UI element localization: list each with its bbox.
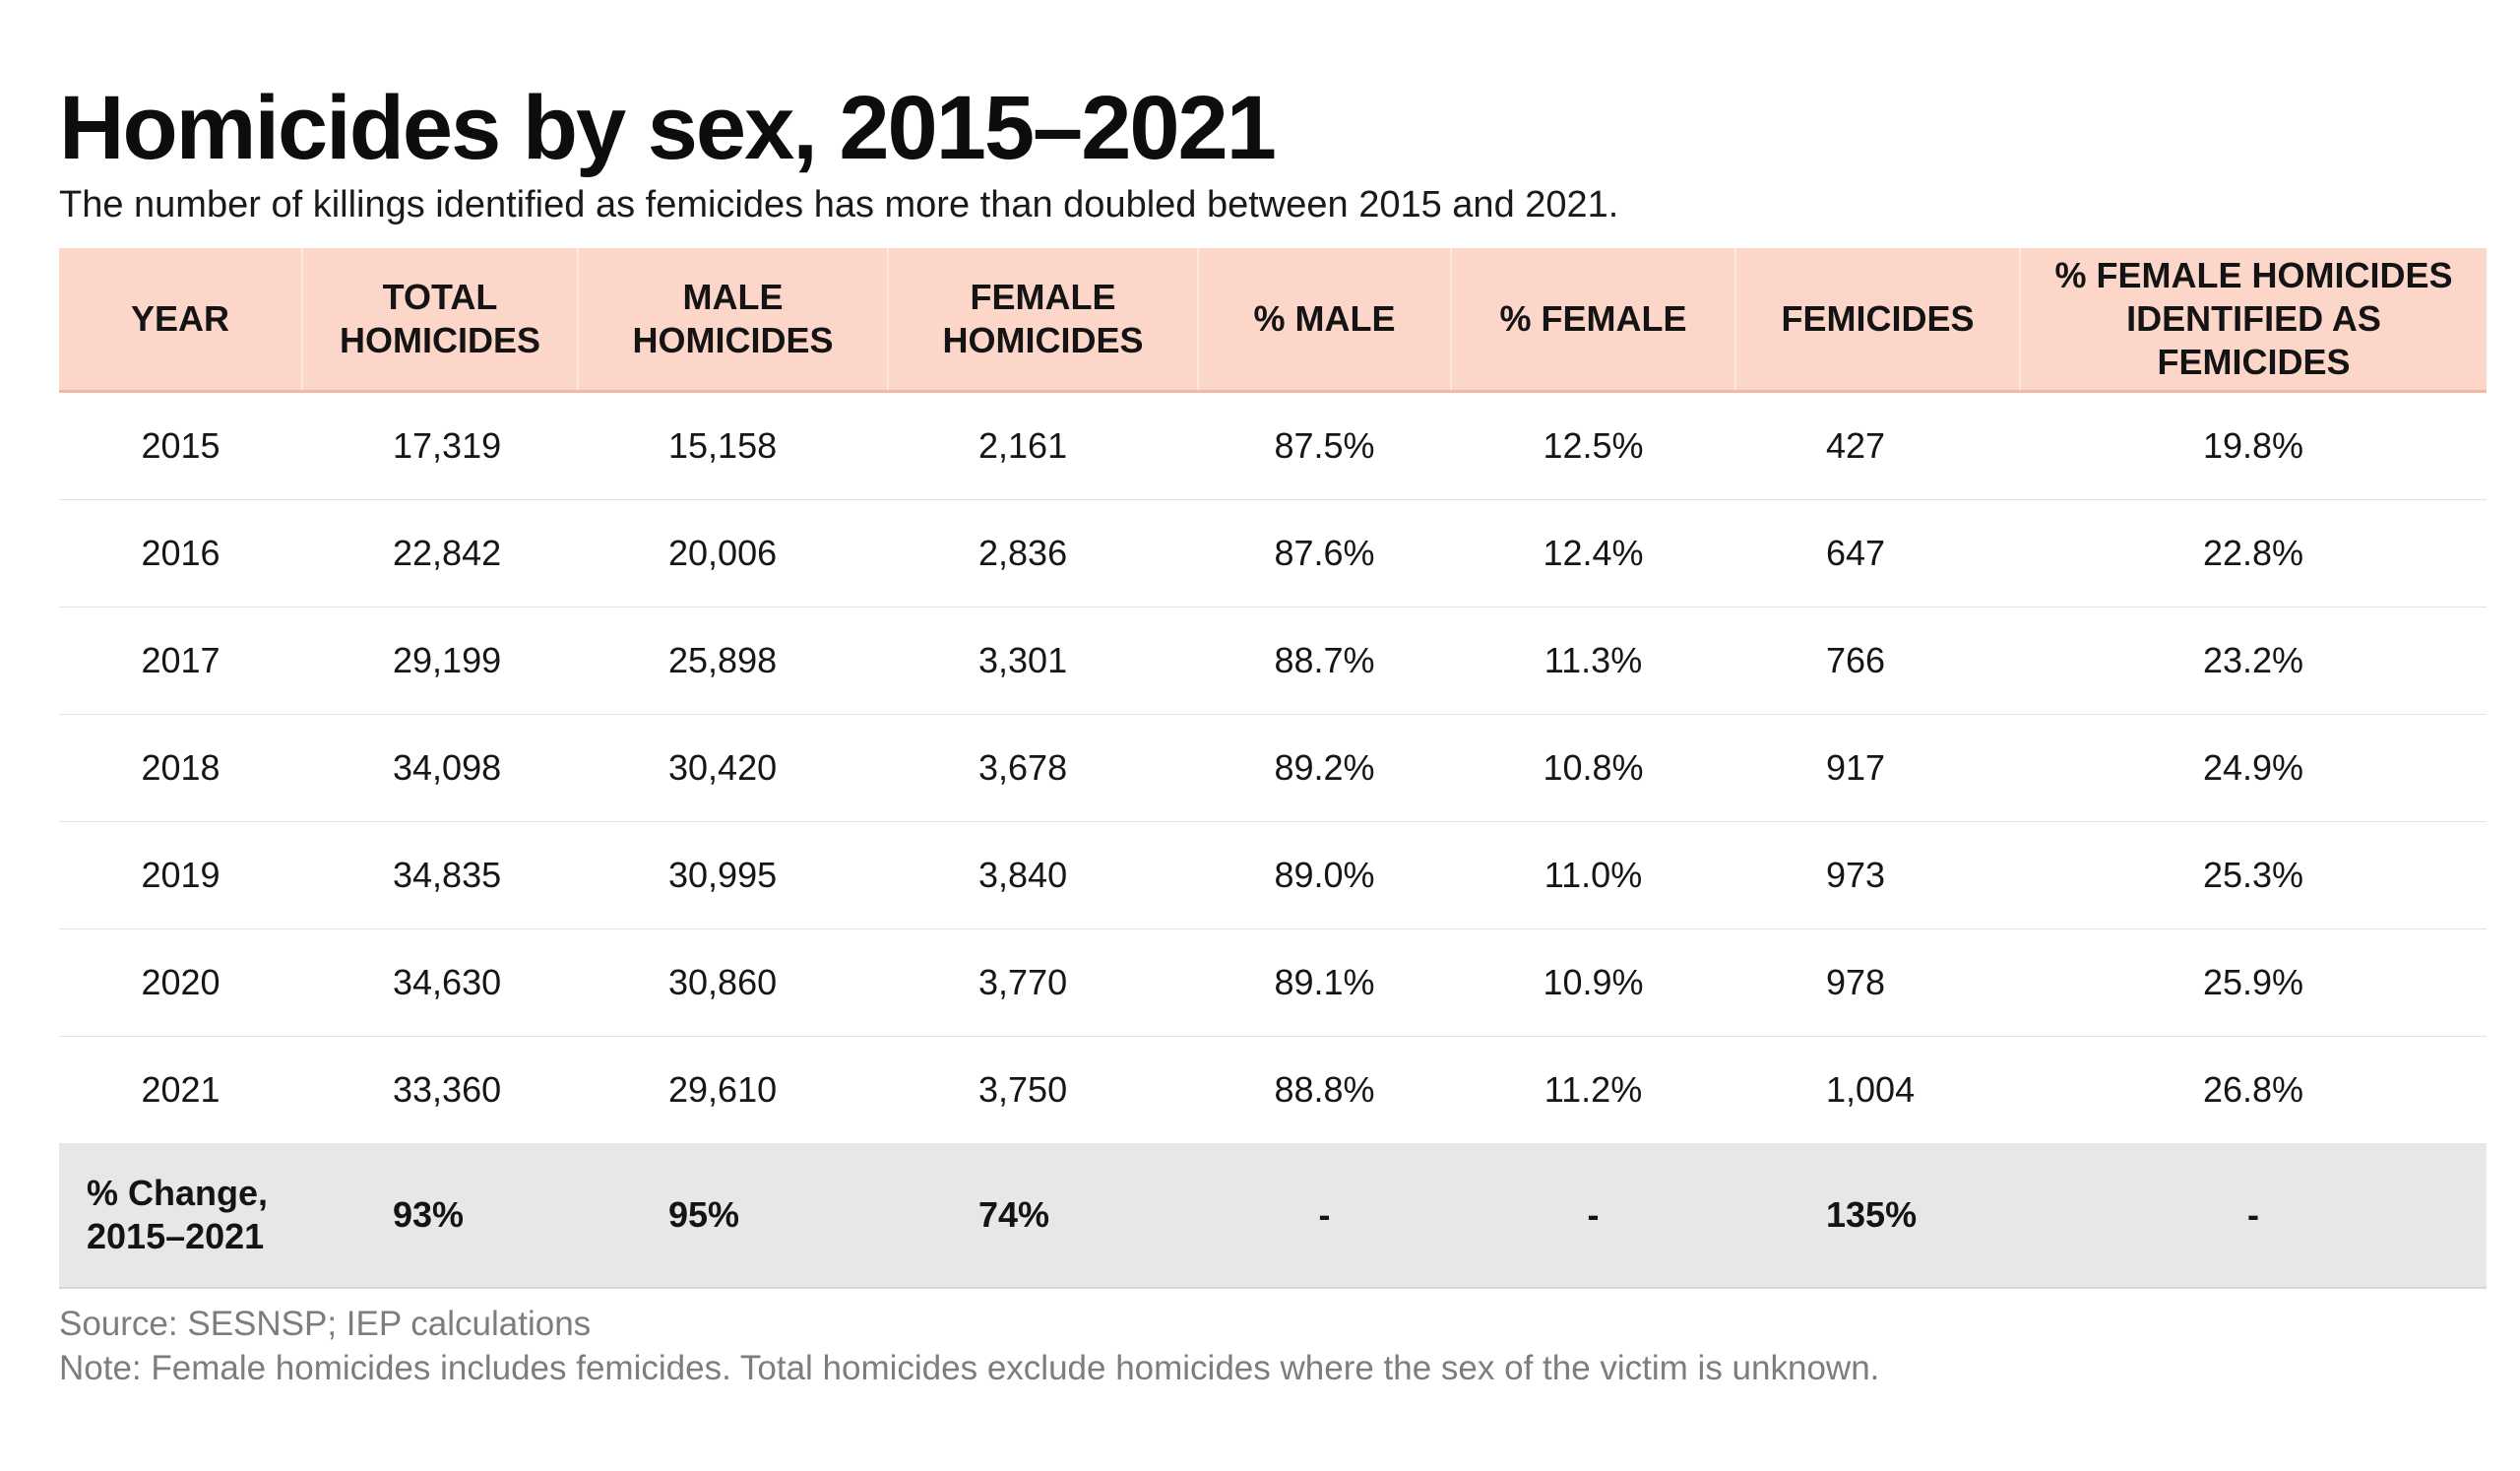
cell-year: 2015 (59, 391, 302, 500)
cell-femicides: 1,004 (1826, 1069, 1916, 1110)
cell-pct-male: 88.7% (1198, 607, 1451, 715)
cell-pct-male: 88.8% (1274, 1069, 1375, 1110)
table-row: 2019 34,835 30,995 3,840 89.0% 11.0% 973… (59, 821, 2487, 929)
cell-pct-male: 89.0% (1198, 821, 1451, 929)
cell-year: 2018 (59, 714, 302, 822)
table-row: 2021 33,360 29,610 3,750 88.8% 11.2% 1,0… (59, 1037, 2487, 1144)
table-body: 2015 17,319 15,158 2,161 87.5% 12.5% 427… (59, 391, 2487, 1144)
table-row: 2016 22,842 20,006 2,836 87.6% 12.4% 647… (59, 499, 2487, 608)
summary-section: % Change, 2015–2021 93% 95% 74% - - 135% … (59, 1143, 2487, 1289)
summary-male-homicides: 95% (578, 1143, 888, 1289)
summary-pct-identified: - (2020, 1143, 2487, 1289)
cell-pct-female: 11.0% (1451, 821, 1735, 929)
summary-row: % Change, 2015–2021 93% 95% 74% - - 135% … (59, 1143, 2487, 1289)
cell-pct-identified: 25.9% (2020, 928, 2487, 1037)
header-pct-female: % FEMALE (1451, 248, 1736, 393)
cell-year: 2021 (141, 1069, 220, 1110)
methodology-note: Note: Female homicides includes femicide… (59, 1349, 1880, 1387)
cell-pct-female: 12.5% (1451, 391, 1735, 500)
source-note: Source: SESNSP; IEP calculations (59, 1305, 592, 1343)
cell-total-homicides: 17,319 (302, 391, 578, 500)
header-row: YEAR TOTAL HOMICIDES MALE HOMICIDES FEMALE… (59, 248, 2487, 393)
cell-year: 2020 (59, 928, 302, 1037)
cell-pct-male: 89.1% (1198, 928, 1451, 1037)
cell-total-homicides: 33,360 (393, 1069, 502, 1110)
cell-femicides: 766 (1735, 607, 2020, 715)
cell-total-homicides: 29,199 (302, 607, 578, 715)
table-row: 2020 34,630 30,860 3,770 89.1% 10.9% 978… (59, 928, 2487, 1037)
cell-pct-male: 87.5% (1198, 391, 1451, 500)
cell-male-homicides: 30,420 (578, 714, 888, 822)
cell-male-homicides: 15,158 (578, 391, 888, 500)
cell-total-homicides: 22,842 (302, 499, 578, 608)
cell-pct-identified: 23.2% (2020, 607, 2487, 715)
cell-pct-female: 10.9% (1451, 928, 1735, 1037)
homicides-table-container: YEAR TOTAL HOMICIDES MALE HOMICIDES FEMALE… (59, 248, 2487, 1289)
cell-femicides: 917 (1735, 714, 2020, 822)
cell-female-homicides: 2,836 (888, 499, 1198, 608)
cell-total-homicides: 34,630 (302, 928, 578, 1037)
cell-female-homicides: 2,161 (888, 391, 1198, 500)
homicides-table: YEAR TOTAL HOMICIDES MALE HOMICIDES FEMALE… (59, 248, 2487, 1289)
table-row: 2015 17,319 15,158 2,161 87.5% 12.5% 427… (59, 391, 2487, 500)
table-header: YEAR TOTAL HOMICIDES MALE HOMICIDES FEMALE… (59, 248, 2487, 393)
summary-female-homicides: 74% (888, 1143, 1198, 1289)
cell-year: 2016 (59, 499, 302, 608)
cell-pct-identified: 25.3% (2020, 821, 2487, 929)
cell-total-homicides: 34,835 (302, 821, 578, 929)
cell-total-homicides: 34,098 (302, 714, 578, 822)
cell-pct-male: 87.6% (1198, 499, 1451, 608)
cell-pct-female: 10.8% (1451, 714, 1735, 822)
header-female-homicides: FEMALE HOMICIDES (888, 248, 1199, 393)
footnotes: Source: SESNSP; IEP calculations Note: F… (59, 1302, 1879, 1390)
cell-female-homicides: 3,301 (888, 607, 1198, 715)
cell-female-homicides: 3,770 (888, 928, 1198, 1037)
cell-pct-identified: 24.9% (2020, 714, 2487, 822)
summary-pct-female: - (1451, 1143, 1735, 1289)
table-row: 2018 34,098 30,420 3,678 89.2% 10.8% 917… (59, 714, 2487, 822)
cell-male-homicides: 30,860 (578, 928, 888, 1037)
summary-pct-male: - (1198, 1143, 1451, 1289)
header-femicides: FEMICIDES (1735, 248, 2021, 393)
cell-femicides: 973 (1735, 821, 2020, 929)
chart-title: Homicides by sex, 2015–2021 (59, 78, 1277, 178)
cell-male-homicides: 20,006 (578, 499, 888, 608)
cell-male-homicides: 25,898 (578, 607, 888, 715)
cell-femicides: 427 (1735, 391, 2020, 500)
header-total-homicides: TOTAL HOMICIDES (302, 248, 579, 393)
cell-pct-female: 11.2% (1544, 1069, 1643, 1110)
cell-femicides: 647 (1735, 499, 2020, 608)
header-pct-identified-femicides: % FEMALE HOMICIDES IDENTIFIED AS FEMICIDE… (2020, 248, 2487, 393)
cell-pct-female: 11.3% (1451, 607, 1735, 715)
cell-female-homicides: 3,840 (888, 821, 1198, 929)
cell-femicides: 978 (1735, 928, 2020, 1037)
summary-total-homicides: 93% (302, 1143, 578, 1289)
header-pct-male: % MALE (1198, 248, 1452, 393)
cell-year: 2019 (59, 821, 302, 929)
header-male-homicides: MALE HOMICIDES (578, 248, 889, 393)
cell-male-homicides: 30,995 (578, 821, 888, 929)
cell-female-homicides: 3,750 (978, 1069, 1068, 1110)
cell-pct-female: 12.4% (1451, 499, 1735, 608)
cell-year: 2017 (59, 607, 302, 715)
cell-pct-identified: 19.8% (2020, 391, 2487, 500)
cell-male-homicides: 29,610 (668, 1069, 778, 1110)
cell-pct-identified: 22.8% (2020, 499, 2487, 608)
table-row: 2017 29,199 25,898 3,301 88.7% 11.3% 766… (59, 607, 2487, 715)
chart-subtitle: The number of killings identified as fem… (59, 184, 1619, 225)
cell-pct-male: 89.2% (1198, 714, 1451, 822)
cell-female-homicides: 3,678 (888, 714, 1198, 822)
summary-label: % Change, 2015–2021 (59, 1143, 302, 1289)
summary-femicides: 135% (1735, 1143, 2020, 1289)
cell-pct-identified: 26.8% (2202, 1069, 2304, 1110)
header-year: YEAR (59, 248, 303, 393)
